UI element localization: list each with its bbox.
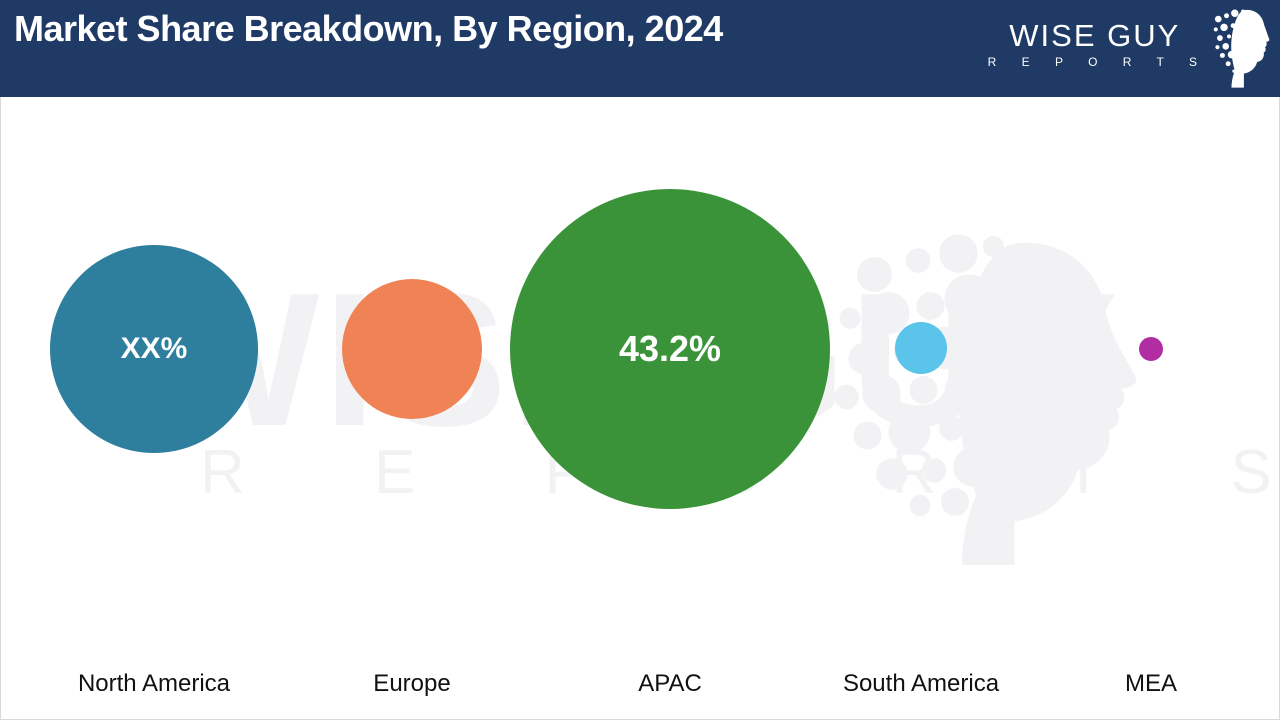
bubble-south-america (895, 322, 947, 374)
page-title: Market Share Breakdown, By Region, 2024 (14, 8, 723, 49)
brand-logo-subtext: R E P O R T S (987, 55, 1208, 69)
category-label-north-america: North America (77, 670, 231, 697)
bubble-apac: 43.2% (510, 189, 830, 509)
brand-logo: WISE GUY R E P O R T S (982, 20, 1208, 68)
bubble-north-america: XX% (50, 245, 258, 453)
category-label-apac: APAC (638, 670, 702, 697)
watermark-face-graphic (834, 234, 1137, 565)
brand-logo-wordmark: WISE GUY (1009, 18, 1181, 53)
bubble-value-label: XX% (120, 332, 188, 365)
category-label-mea: MEA (1124, 670, 1178, 697)
category-label-europe: Europe (373, 670, 451, 697)
header-bar: Market Share Breakdown, By Region, 2024 … (0, 0, 1280, 97)
category-label-south-america: South America (842, 670, 1000, 697)
bubble-value-label: 43.2% (618, 328, 722, 369)
bubble-mea (1139, 337, 1163, 361)
bubble-europe (342, 279, 482, 419)
brand-face-icon (1213, 9, 1270, 88)
